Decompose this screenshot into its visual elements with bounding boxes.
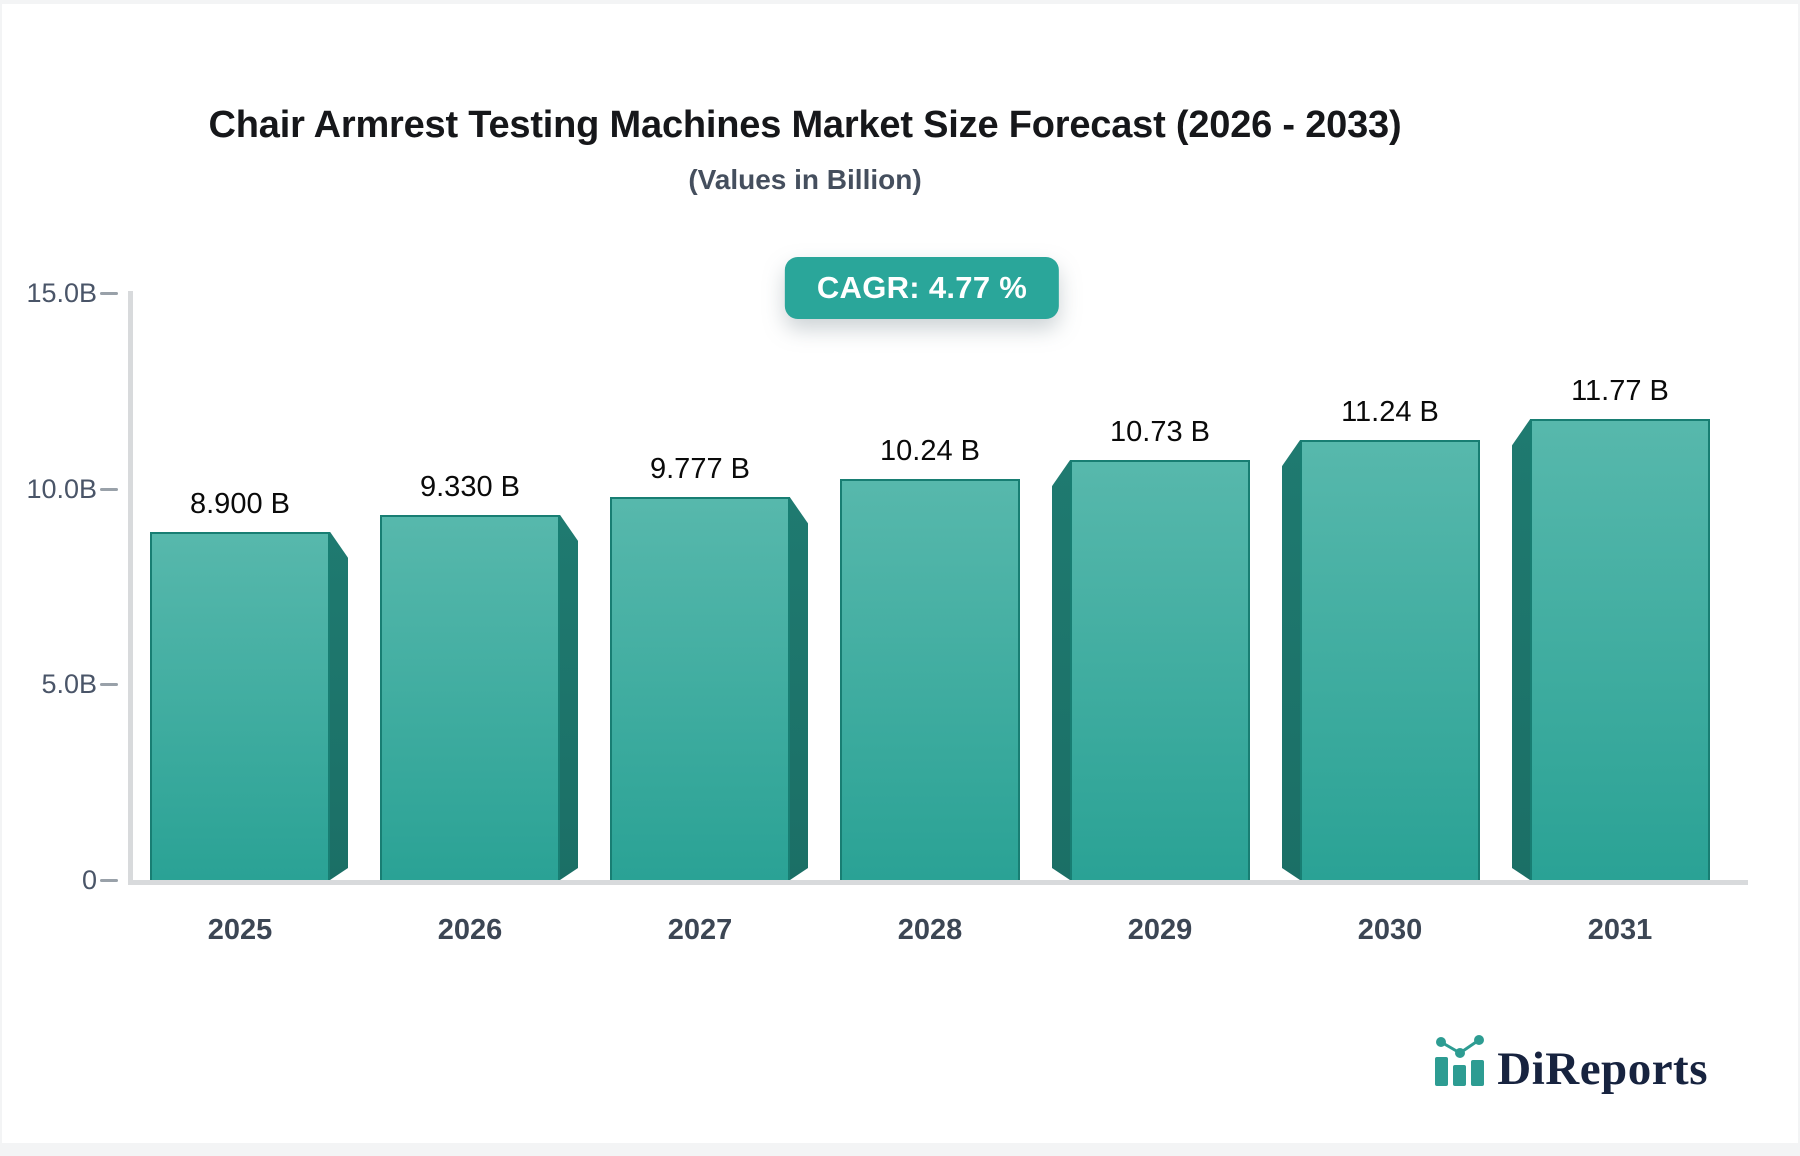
- y-tick-label-10.0B: 10.0B: [26, 473, 97, 504]
- bar-value-label-2025: 8.900 B: [190, 487, 290, 520]
- x-tick-label-2028: 2028: [897, 914, 963, 946]
- bar-value-label-2026: 9.330 B: [420, 470, 520, 503]
- y-axis-line: [128, 291, 133, 885]
- frame-band-right: [1798, 0, 1800, 1156]
- bar-line-chart-icon: [1432, 1032, 1488, 1091]
- bar-2025: [150, 531, 330, 880]
- brand-logo[interactable]: DiReports: [1432, 1032, 1708, 1095]
- bar-2026-depth-edge: [560, 515, 578, 880]
- bar-2030-depth-edge: [1282, 440, 1300, 880]
- brand-name: DiReports: [1497, 1042, 1708, 1095]
- x-tick-label-2030: 2030: [1357, 914, 1423, 946]
- y-tick-label-0: 0: [81, 865, 97, 895]
- y-tick-mark-10.0B: [100, 487, 118, 491]
- bar-2031: [1530, 419, 1710, 880]
- bar-value-label-2027: 9.777 B: [650, 453, 750, 486]
- bar-value-label-2031: 11.77 B: [1571, 375, 1669, 408]
- x-tick-label-2029: 2029: [1127, 914, 1193, 946]
- bar-2030: [1300, 440, 1480, 880]
- x-tick-label-2027: 2027: [667, 914, 733, 946]
- bar-value-label-2030: 11.24 B: [1341, 396, 1439, 429]
- y-tick-label-5.0B: 5.0B: [41, 669, 97, 700]
- frame-band-left: [0, 0, 2, 1156]
- bar-2025-depth-edge: [330, 532, 348, 880]
- chart-subtitle: (Values in Billion): [688, 164, 922, 195]
- bar-2027-depth-edge: [790, 497, 808, 880]
- bar-2029-depth-edge: [1052, 460, 1070, 880]
- bar-2027: [610, 497, 790, 880]
- bar-2028: [840, 479, 1020, 880]
- bar-value-label-2029: 10.73 B: [1110, 416, 1210, 449]
- chart-title: Chair Armrest Testing Machines Market Si…: [208, 104, 1402, 146]
- bar-2031-depth-edge: [1512, 419, 1530, 880]
- y-tick-mark-15.0B: [100, 292, 118, 295]
- x-tick-label-2031: 2031: [1587, 914, 1653, 946]
- bar-2026: [380, 514, 560, 880]
- y-tick-mark-0: [100, 879, 118, 882]
- frame-band-bottom: [0, 1143, 1800, 1156]
- frame-band-top: [0, 0, 1800, 4]
- x-tick-label-2026: 2026: [437, 914, 503, 946]
- x-tick-label-2025: 2025: [207, 914, 273, 946]
- cagr-badge: CAGR: 4.77 %: [784, 257, 1060, 319]
- y-tick-mark-5.0B: [100, 683, 118, 687]
- bar-2029: [1070, 460, 1250, 880]
- x-axis-line: [128, 880, 1748, 885]
- y-tick-label-15.0B: 15.0B: [26, 278, 97, 308]
- bar-value-label-2028: 10.24 B: [880, 435, 980, 468]
